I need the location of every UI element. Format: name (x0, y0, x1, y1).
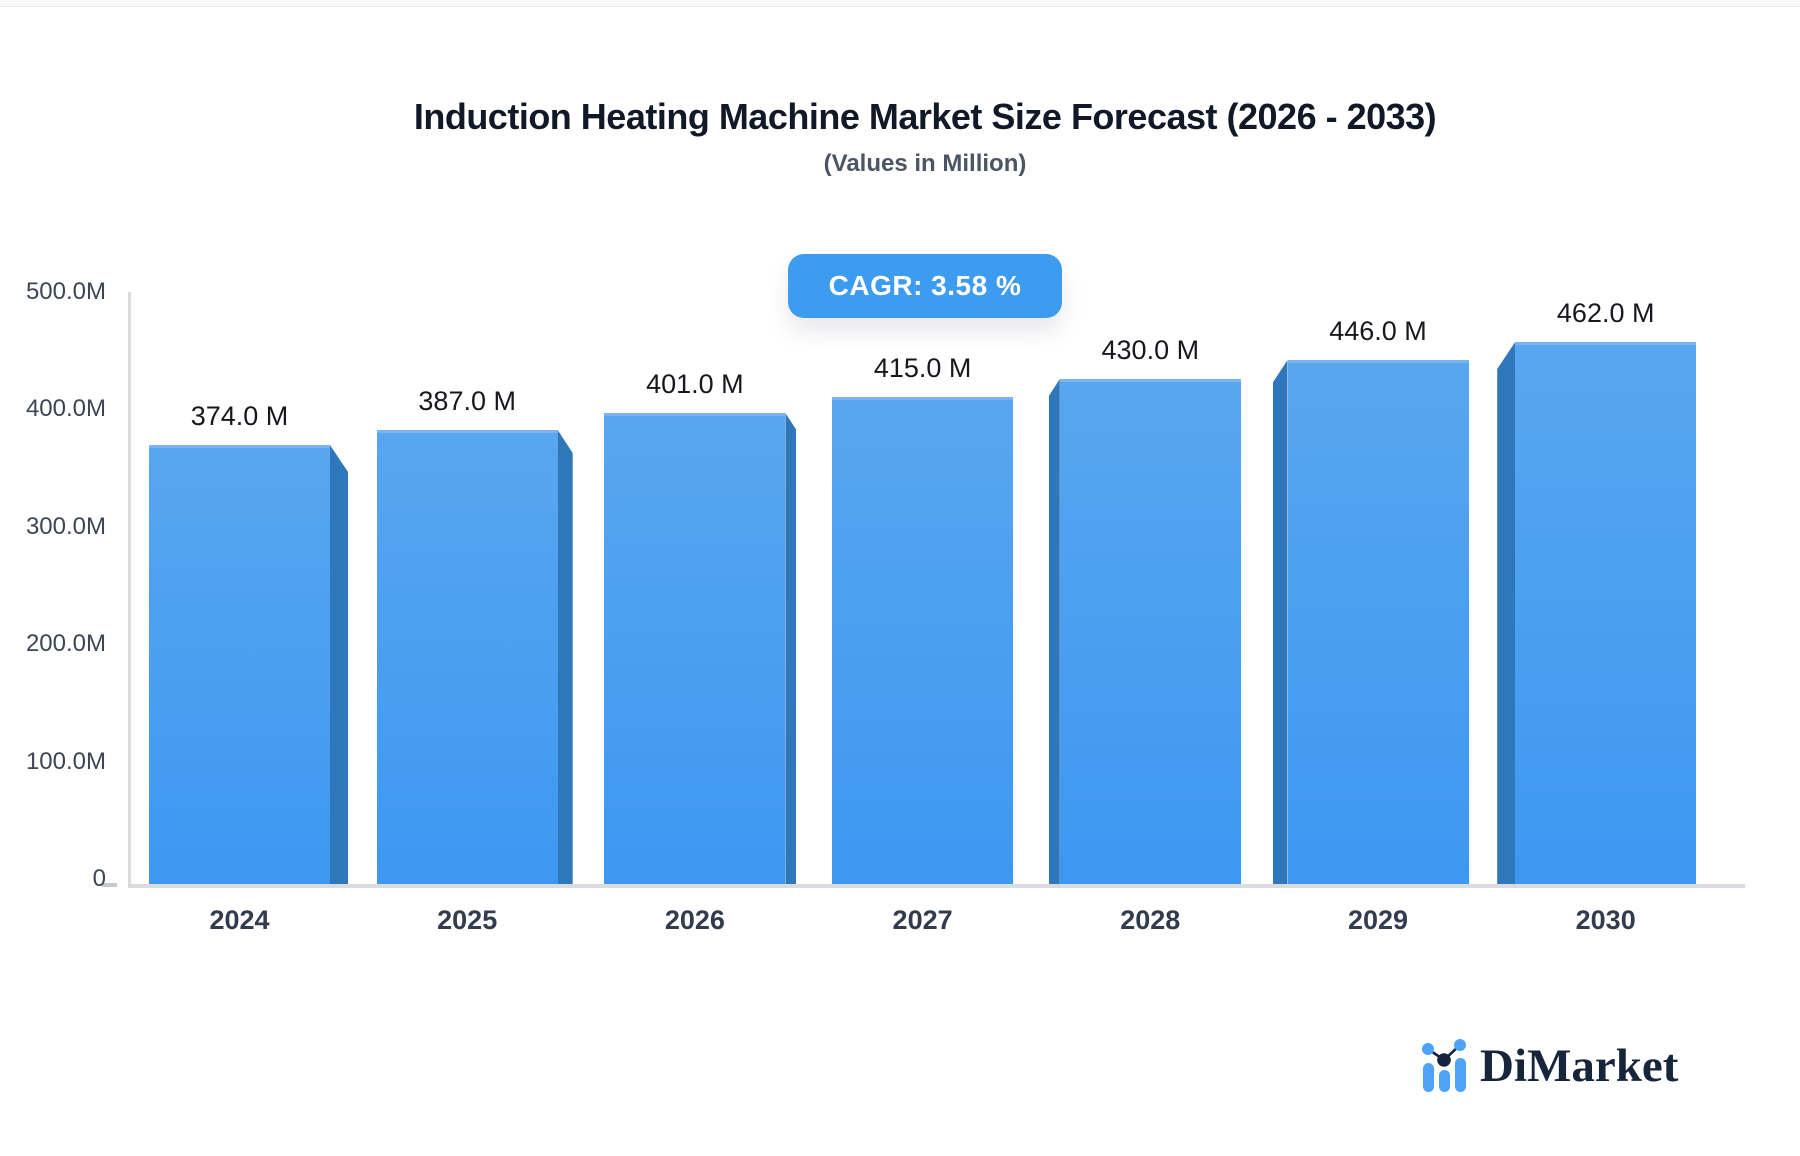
y-axis-tick-label: 100.0M (25, 747, 106, 775)
bar-value-label: 374.0 M (190, 401, 289, 431)
brand-logo: DiMarket (1420, 1038, 1678, 1094)
bar-2024-side (330, 445, 348, 884)
y-axis-tick-label: 500.0M (25, 278, 106, 305)
bar-value-label: 446.0 M (1329, 316, 1427, 346)
bar-2026-side (785, 413, 797, 884)
y-axis-tick-label: 400.0M (25, 395, 106, 423)
bar-2030 (1515, 342, 1697, 884)
bar-value-label: 401.0 M (646, 369, 744, 399)
chart-subtitle: (Values in Million) (823, 150, 1027, 177)
x-axis-category-label: 2026 (664, 905, 725, 935)
bar-value-label: 462.0 M (1556, 298, 1655, 328)
x-axis-category-label: 2027 (892, 905, 953, 935)
bar-2029-side (1272, 360, 1288, 884)
y-axis-tick-label: 300.0M (25, 512, 106, 540)
bar-2025 (376, 430, 558, 884)
bar-2029 (1287, 360, 1469, 884)
chart-title: Induction Heating Machine Market Size Fo… (413, 96, 1437, 137)
bar-2025-side (557, 430, 573, 884)
x-axis-category-label: 2029 (1347, 905, 1409, 935)
cagr-badge-label: CAGR: 3.58 % (828, 270, 1022, 301)
cagr-badge: CAGR: 3.58 % (788, 254, 1062, 318)
top-divider (0, 0, 1800, 7)
x-axis-category-label: 2024 (209, 905, 270, 935)
x-axis-category-label: 2028 (1120, 905, 1181, 935)
bar-value-label: 415.0 M (873, 353, 972, 383)
bar-2028 (1059, 379, 1241, 884)
bar-2027 (832, 397, 1014, 884)
bar-2026 (604, 413, 786, 884)
y-axis-tick-label: 200.0M (25, 630, 106, 658)
bar-chart-logo-icon (1422, 1039, 1466, 1092)
brand-name: DiMarket (1480, 1040, 1679, 1092)
bar-2024 (149, 445, 330, 884)
x-axis-category-label: 2025 (437, 905, 498, 935)
x-axis-line (128, 884, 1745, 888)
y-axis-zero-tick (102, 883, 117, 887)
x-axis-category-label: 2030 (1575, 905, 1636, 935)
y-axis-line (128, 292, 131, 884)
bar-2030-side (1497, 342, 1516, 884)
bar-2028-side (1048, 379, 1060, 884)
bar-value-label: 387.0 M (418, 386, 516, 416)
y-axis-tick-label: 0 (92, 865, 106, 892)
bar-value-label: 430.0 M (1101, 335, 1200, 365)
